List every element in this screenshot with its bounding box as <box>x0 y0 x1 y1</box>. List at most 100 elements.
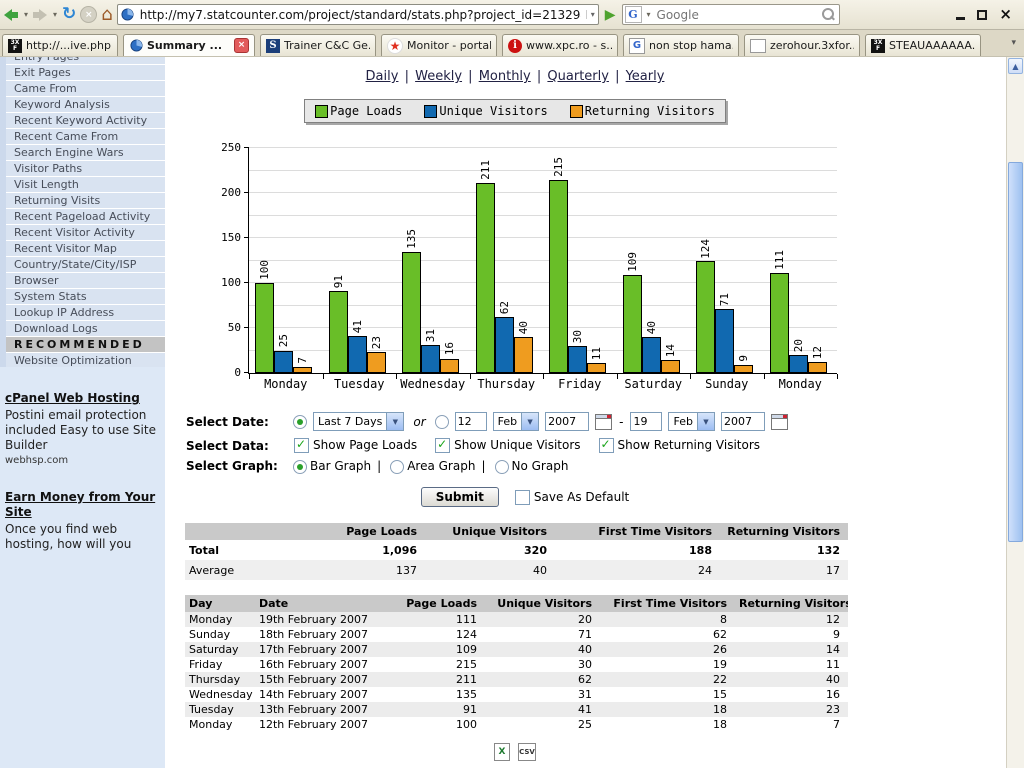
sidebar-item-visitor-paths[interactable]: Visitor Paths <box>6 161 165 177</box>
ad-title-link[interactable]: cPanel Web Hosting <box>5 391 161 406</box>
vertical-scrollbar[interactable]: ▲ <box>1006 57 1024 768</box>
tab-trainer-c-c-ge[interactable]: STrainer C&C Ge... <box>260 34 376 56</box>
select-date-row: Select Date: Last 7 Days▼ or Feb▼ - Feb▼ <box>180 412 870 431</box>
checkbox-show-unique-visitors[interactable]: Show Unique Visitors <box>431 438 580 452</box>
select-graph-label: Select Graph: <box>180 459 290 473</box>
radio-no-graph[interactable]: No Graph <box>492 459 569 473</box>
y-axis-label: 250 <box>209 141 241 154</box>
search-engine-dropdown-icon[interactable]: ▾ <box>647 10 651 19</box>
sidebar-item-recent-came-from[interactable]: Recent Came From <box>6 129 165 145</box>
tab-zerohour-3xfor[interactable]: zerohour.3xfor... <box>744 34 860 56</box>
chevron-down-icon[interactable]: ▼ <box>386 413 403 430</box>
checkbox-icon[interactable] <box>294 438 309 453</box>
tab-www-xpc-ro-s[interactable]: iwww.xpc.ro - s... <box>502 34 618 56</box>
refresh-button[interactable]: ↻ <box>62 4 76 26</box>
close-button[interactable]: × <box>999 7 1012 22</box>
address-dropdown-icon[interactable]: ▾ <box>586 10 595 19</box>
sidebar-item-browser[interactable]: Browser <box>6 273 165 289</box>
sidebar-item-country-state-city-isp[interactable]: Country/State/City/ISP <box>6 257 165 273</box>
sidebar-item-recent-keyword-activity[interactable]: Recent Keyword Activity <box>6 113 165 129</box>
tab-close-icon[interactable]: × <box>234 38 249 53</box>
sidebar-item-recent-visitor-map[interactable]: Recent Visitor Map <box>6 241 165 257</box>
from-day-input[interactable] <box>455 412 487 431</box>
calendar-icon[interactable] <box>595 414 612 430</box>
checkbox-icon[interactable] <box>435 438 450 453</box>
checkbox-show-page-loads[interactable]: Show Page Loads <box>290 438 417 452</box>
value-cell: Tuesday <box>185 702 255 717</box>
legend-item-returning-visitors: Returning Visitors <box>570 104 715 118</box>
back-button[interactable] <box>4 4 18 26</box>
date-preset-select[interactable]: Last 7 Days▼ <box>313 412 404 431</box>
radio-area-graph[interactable]: Area Graph <box>387 459 475 473</box>
forward-dropdown-icon[interactable]: ▾ <box>53 10 57 19</box>
csv-export-icon[interactable]: CSV <box>518 743 536 761</box>
scroll-up-arrow-icon[interactable]: ▲ <box>1008 58 1023 74</box>
save-default-checkbox[interactable] <box>515 490 530 505</box>
tab-http-ive-php[interactable]: 3XFhttp://...ive.php <box>2 34 118 56</box>
daily-header-cell: Returning Visitors <box>735 595 848 612</box>
forward-button[interactable] <box>33 4 47 26</box>
radio-bar-graph[interactable]: Bar Graph <box>290 459 371 473</box>
sidebar-item-keyword-analysis[interactable]: Keyword Analysis <box>6 97 165 113</box>
sidebar-item-exit-pages[interactable]: Exit Pages <box>6 65 165 81</box>
sidebar-item-search-engine-wars[interactable]: Search Engine Wars <box>6 145 165 161</box>
value-cell: 24 <box>555 560 720 580</box>
ad-title-link[interactable]: Earn Money from Your Site <box>5 490 161 520</box>
minimize-button[interactable] <box>956 17 965 20</box>
graph-option-separator: | <box>377 459 381 473</box>
chevron-down-icon[interactable]: ▼ <box>521 413 538 430</box>
from-year-input[interactable] <box>545 412 589 431</box>
chevron-down-icon[interactable]: ▼ <box>697 413 714 430</box>
back-dropdown-icon[interactable]: ▾ <box>24 10 28 19</box>
period-link-weekly[interactable]: Weekly <box>415 69 462 84</box>
address-bar[interactable]: http://my7.statcounter.com/project/stand… <box>117 4 599 25</box>
to-month-select[interactable]: Feb▼ <box>668 412 714 431</box>
bar-value-label: 111 <box>773 250 786 270</box>
period-link-daily[interactable]: Daily <box>366 69 399 84</box>
home-button[interactable]: ⌂ <box>101 4 112 26</box>
sidebar-item-recent-pageload-activity[interactable]: Recent Pageload Activity <box>6 209 165 225</box>
value-cell: 14 <box>735 642 848 657</box>
preset-date-radio[interactable] <box>293 415 307 429</box>
tab-steauaaaaaa[interactable]: 3XFSTEAUAAAAAA... <box>865 34 981 56</box>
go-button[interactable]: ▶ <box>605 4 616 26</box>
period-link-monthly[interactable]: Monthly <box>479 69 531 84</box>
tab-label: www.xpc.ro - s... <box>526 39 612 52</box>
calendar-icon[interactable] <box>771 414 788 430</box>
excel-export-icon[interactable]: X <box>494 743 510 761</box>
tab-monitor-portal[interactable]: ★Monitor - portal... <box>381 34 497 56</box>
checkbox-show-returning-visitors[interactable]: Show Returning Visitors <box>595 438 760 452</box>
sidebar-item-recent-visitor-activity[interactable]: Recent Visitor Activity <box>6 225 165 241</box>
daily-table: DayDatePage LoadsUnique VisitorsFirst Ti… <box>185 595 848 732</box>
daily-header-cell: Date <box>255 595 395 612</box>
radio-icon[interactable] <box>390 460 404 474</box>
radio-icon[interactable] <box>495 460 509 474</box>
sidebar-item-visit-length[interactable]: Visit Length <box>6 177 165 193</box>
y-axis-label: 100 <box>209 276 241 289</box>
scrollbar-thumb[interactable] <box>1008 162 1023 542</box>
radio-icon[interactable] <box>293 460 307 474</box>
sidebar-item-system-stats[interactable]: System Stats <box>6 289 165 305</box>
sidebar-item-entry-pages[interactable]: Entry Pages <box>6 57 165 65</box>
sidebar-item-came-from[interactable]: Came From <box>6 81 165 97</box>
sidebar-item-download-logs[interactable]: Download Logs <box>6 321 165 337</box>
tab-summary[interactable]: Summary ...× <box>123 34 255 56</box>
tab-overflow-arrow[interactable]: ▾ <box>1005 38 1022 48</box>
submit-button[interactable]: Submit <box>421 487 499 507</box>
custom-date-radio[interactable] <box>435 415 449 429</box>
value-cell: 9 <box>735 627 848 642</box>
to-year-input[interactable] <box>721 412 765 431</box>
sidebar-item-returning-visits[interactable]: Returning Visits <box>6 193 165 209</box>
tab-non-stop-hama[interactable]: Gnon stop hama... <box>623 34 739 56</box>
period-link-yearly[interactable]: Yearly <box>626 69 665 84</box>
sidebar-item-lookup-ip-address[interactable]: Lookup IP Address <box>6 305 165 321</box>
from-month-select[interactable]: Feb▼ <box>493 412 539 431</box>
x-axis-label: Thursday <box>470 377 544 391</box>
stop-button[interactable]: × <box>80 4 97 26</box>
period-link-quarterly[interactable]: Quarterly <box>547 69 609 84</box>
to-day-input[interactable] <box>630 412 662 431</box>
checkbox-icon[interactable] <box>599 438 614 453</box>
search-icon[interactable] <box>819 6 837 24</box>
search-input[interactable] <box>655 7 816 23</box>
restore-button[interactable] <box>977 10 987 20</box>
